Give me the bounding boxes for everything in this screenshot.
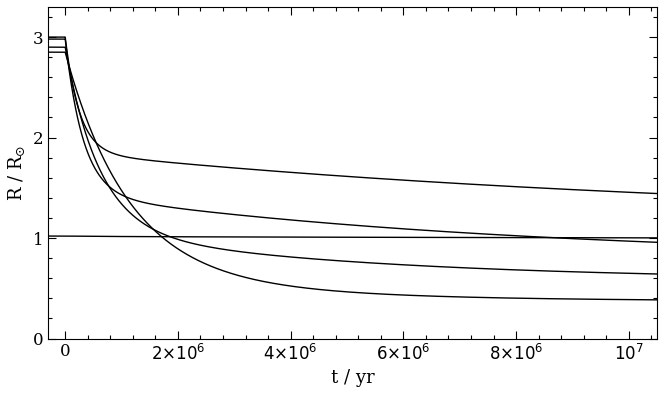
Y-axis label: R / R$_{\odot}$: R / R$_{\odot}$ (7, 145, 27, 201)
X-axis label: t / yr: t / yr (331, 369, 374, 387)
